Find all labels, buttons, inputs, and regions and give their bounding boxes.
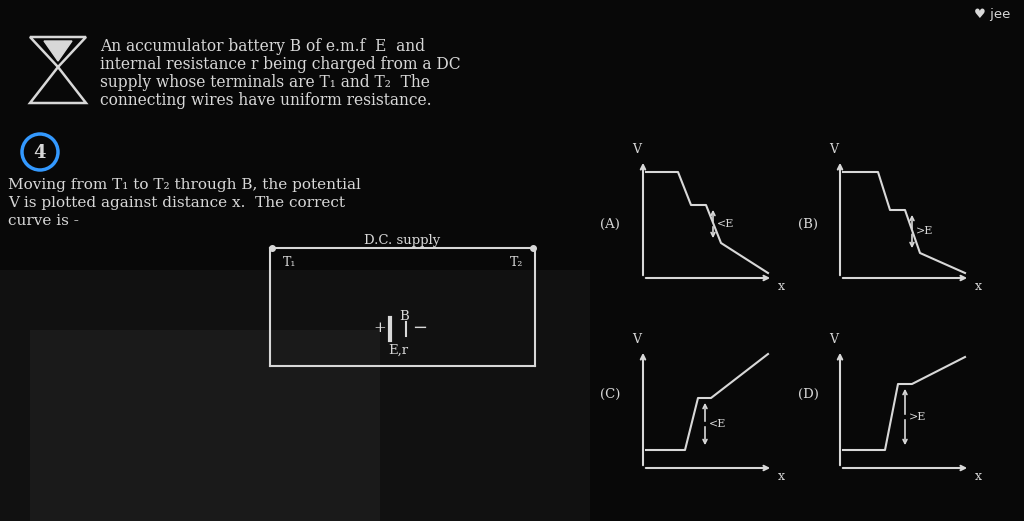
Text: x: x <box>778 470 785 483</box>
Text: T₁: T₁ <box>284 256 297 269</box>
Text: curve is -: curve is - <box>8 214 79 228</box>
Text: (B): (B) <box>798 218 818 231</box>
Text: x: x <box>778 280 785 293</box>
Text: >E: >E <box>916 227 933 237</box>
Text: (D): (D) <box>798 388 819 401</box>
Text: T₂: T₂ <box>510 256 523 269</box>
Text: >E: >E <box>909 412 927 422</box>
Text: <E: <E <box>717 219 734 229</box>
Text: An accumulator battery B of e.m.f  E  and: An accumulator battery B of e.m.f E and <box>100 38 425 55</box>
Text: E,r: E,r <box>388 344 408 357</box>
Text: Moving from T₁ to T₂ through B, the potential: Moving from T₁ to T₂ through B, the pote… <box>8 178 360 192</box>
Text: D.C. supply: D.C. supply <box>364 234 440 247</box>
Text: x: x <box>975 280 982 293</box>
Polygon shape <box>44 41 72 61</box>
Text: V: V <box>633 143 641 156</box>
Text: V: V <box>829 333 839 346</box>
Text: x: x <box>975 470 982 483</box>
Text: supply whose terminals are T₁ and T₂  The: supply whose terminals are T₁ and T₂ The <box>100 74 430 91</box>
Bar <box>30 330 380 521</box>
Text: (A): (A) <box>600 218 620 231</box>
Text: ♥ jee: ♥ jee <box>974 8 1010 21</box>
Text: −: − <box>413 319 428 337</box>
Text: V: V <box>633 333 641 346</box>
Text: 4: 4 <box>34 144 46 162</box>
Text: internal resistance r being charged from a DC: internal resistance r being charged from… <box>100 56 461 73</box>
Text: connecting wires have uniform resistance.: connecting wires have uniform resistance… <box>100 92 432 109</box>
Text: <E: <E <box>709 419 726 429</box>
Bar <box>0 270 590 521</box>
Text: B: B <box>399 310 409 323</box>
Text: (C): (C) <box>600 388 621 401</box>
Text: V: V <box>829 143 839 156</box>
Text: +: + <box>374 321 386 335</box>
Text: V is plotted against distance x.  The correct: V is plotted against distance x. The cor… <box>8 196 345 210</box>
